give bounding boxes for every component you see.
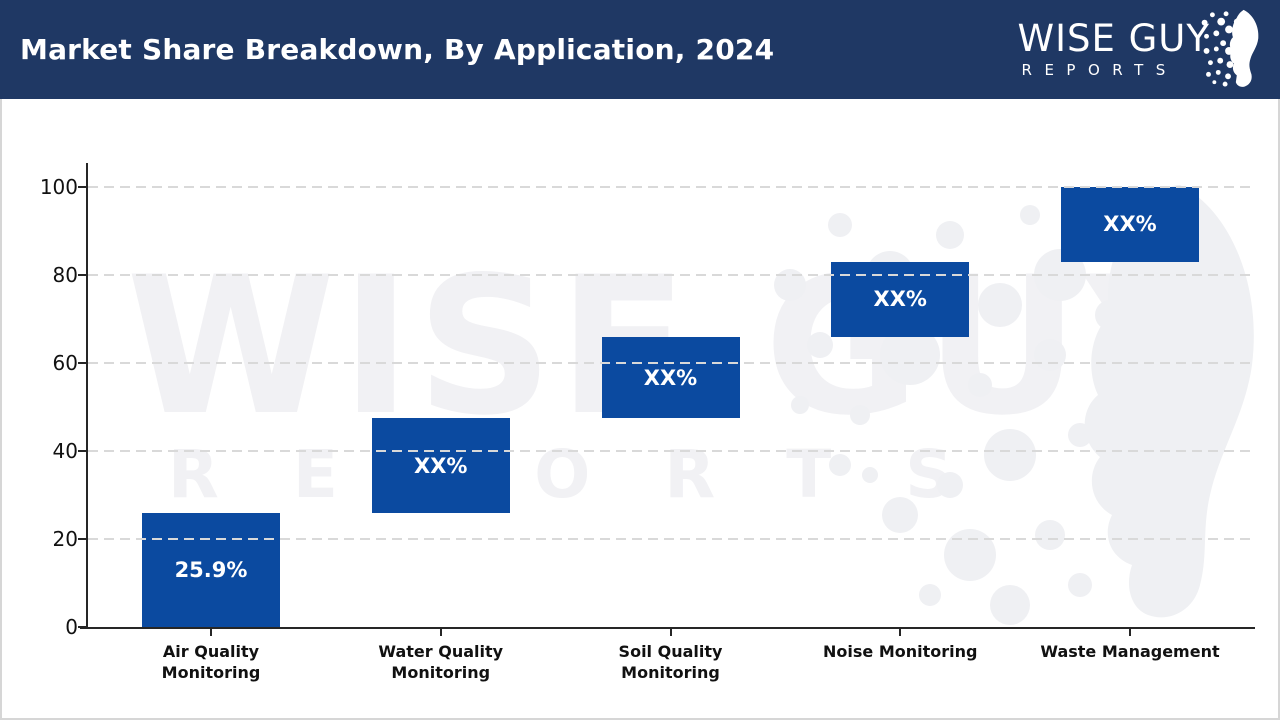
- x-tick-label-noise-monitoring: Noise Monitoring: [785, 641, 1015, 662]
- bar-value-label-water-quality-monitoring: XX%: [414, 453, 468, 478]
- bar-value-label-waste-management: XX%: [1103, 212, 1157, 237]
- logo-wordmark: WISE GUY: [1017, 17, 1210, 61]
- bar-soil-quality-monitoring: [601, 336, 740, 419]
- watermark-subtitle: REPORTS: [168, 436, 1027, 513]
- x-tick-mark-waste-management: [1129, 629, 1131, 636]
- wise-guy-reports-logo: WISE GUY REPORTS: [1018, 7, 1262, 93]
- grid-line-100: [88, 186, 1255, 188]
- bar-water-quality-monitoring: [371, 418, 510, 514]
- x-tick-mark-noise-monitoring: [899, 629, 902, 636]
- x-tick-label-line: Noise Monitoring: [823, 642, 978, 661]
- grid-line-60: [88, 362, 1255, 364]
- logo-face-icon: [1196, 7, 1262, 93]
- bar-value-label-noise-monitoring: XX%: [873, 287, 927, 312]
- x-tick-label-air-quality-monitoring: Air Quality Monitoring: [96, 641, 326, 683]
- x-tick-label-line: Monitoring: [161, 663, 261, 682]
- y-tick-label-60: 60: [52, 351, 78, 375]
- grid-line-80: [88, 274, 1255, 276]
- grid-line-40: [88, 450, 1255, 452]
- header-band: Market Share Breakdown, By Application, …: [0, 0, 1280, 99]
- grid-line-20: [88, 538, 1255, 540]
- x-tick-mark-water-quality-monitoring: [439, 629, 442, 636]
- y-tick-mark-100: [78, 186, 86, 188]
- y-tick-mark-0: [78, 626, 86, 628]
- x-tick-label-waste-management: Waste Management: [1015, 641, 1245, 662]
- logo-subtitle: REPORTS: [1021, 60, 1178, 79]
- bar-waste-management: [1061, 187, 1199, 262]
- x-tick-label-water-quality-monitoring: Water Quality Monitoring: [326, 641, 556, 683]
- bar-air-quality-monitoring: [142, 513, 280, 627]
- x-axis-line: [80, 627, 1255, 629]
- x-tick-label-line: Air Quality: [162, 642, 260, 661]
- y-tick-label-20: 20: [52, 527, 78, 551]
- y-tick-label-0: 0: [65, 615, 78, 639]
- bar-value-label-air-quality-monitoring: 25.9%: [174, 558, 248, 583]
- x-tick-label-line: Soil Quality: [618, 642, 723, 661]
- y-tick-label-100: 100: [39, 175, 78, 199]
- x-tick-mark-soil-quality-monitoring: [669, 629, 672, 636]
- y-tick-mark-80: [78, 274, 86, 276]
- y-axis-line: [86, 163, 88, 629]
- logo-text: WISE GUY REPORTS: [1017, 17, 1210, 79]
- y-tick-mark-40: [78, 450, 86, 452]
- x-tick-label-line: Monitoring: [391, 663, 491, 682]
- y-tick-mark-60: [78, 362, 86, 364]
- bar-value-label-soil-quality-monitoring: XX%: [643, 365, 698, 390]
- page-title: Market Share Breakdown, By Application, …: [20, 33, 775, 66]
- x-tick-label-line: Waste Management: [1040, 642, 1220, 661]
- y-tick-mark-20: [78, 538, 86, 540]
- x-tick-label-line: Water Quality: [378, 642, 504, 661]
- y-tick-label-40: 40: [52, 439, 78, 463]
- x-tick-label-line: Monitoring: [621, 663, 720, 682]
- x-tick-label-soil-quality-monitoring: Soil Quality Monitoring: [556, 641, 786, 683]
- x-tick-mark-air-quality-monitoring: [210, 629, 212, 636]
- y-tick-label-80: 80: [52, 263, 78, 287]
